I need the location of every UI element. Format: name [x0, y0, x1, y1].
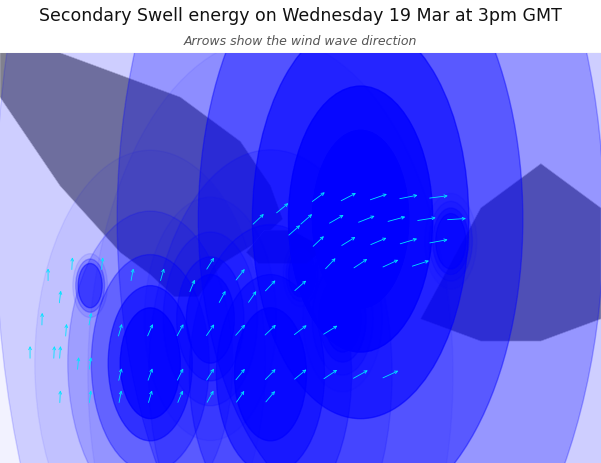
Circle shape — [198, 0, 523, 463]
Circle shape — [319, 275, 366, 362]
Circle shape — [313, 131, 409, 308]
Circle shape — [429, 201, 472, 281]
Circle shape — [189, 225, 352, 463]
Circle shape — [303, 246, 382, 392]
Circle shape — [312, 263, 373, 375]
Circle shape — [149, 150, 392, 463]
Circle shape — [283, 243, 318, 307]
Circle shape — [436, 213, 466, 269]
Circle shape — [91, 255, 209, 463]
Circle shape — [88, 38, 453, 463]
Circle shape — [433, 208, 469, 275]
Polygon shape — [246, 230, 319, 263]
Circle shape — [325, 286, 361, 352]
Circle shape — [425, 194, 477, 289]
Circle shape — [144, 197, 276, 441]
Text: Secondary Swell energy on Wednesday 19 Mar at 3pm GMT: Secondary Swell energy on Wednesday 19 M… — [39, 7, 562, 25]
Circle shape — [76, 259, 105, 312]
Circle shape — [216, 275, 325, 463]
Circle shape — [73, 254, 108, 318]
Circle shape — [78, 263, 102, 308]
Circle shape — [186, 275, 234, 363]
Polygon shape — [0, 53, 282, 297]
Circle shape — [108, 286, 192, 441]
Circle shape — [252, 19, 469, 419]
Circle shape — [177, 257, 244, 381]
Circle shape — [234, 308, 307, 441]
Text: Arrows show the wind wave direction: Arrows show the wind wave direction — [184, 35, 417, 48]
Circle shape — [120, 308, 180, 419]
Circle shape — [68, 211, 233, 463]
Circle shape — [286, 248, 315, 301]
Circle shape — [163, 232, 257, 406]
Circle shape — [117, 0, 601, 463]
Circle shape — [35, 150, 266, 463]
Polygon shape — [421, 163, 601, 341]
Circle shape — [288, 86, 433, 352]
Circle shape — [288, 252, 313, 297]
